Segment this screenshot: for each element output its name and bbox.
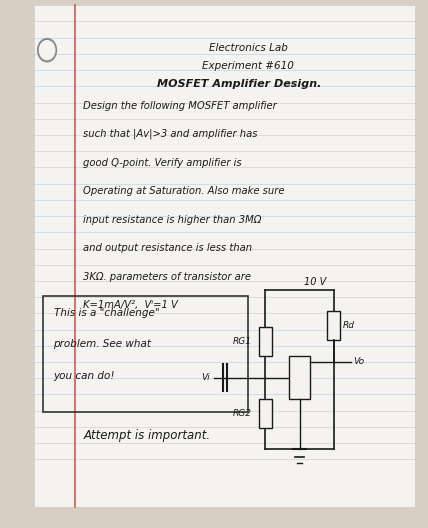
Text: Electronics Lab: Electronics Lab [209,43,288,52]
Text: input resistance is higher than 3MΩ: input resistance is higher than 3MΩ [83,215,262,224]
Bar [43,296,248,412]
Text: Vi: Vi [201,373,210,382]
Text: MOSFET Amplifier Design.: MOSFET Amplifier Design. [158,80,322,89]
Text: Design the following MOSFET amplifier: Design the following MOSFET amplifier [83,101,277,110]
Circle shape [38,39,56,62]
Text: This is a "challenge": This is a "challenge" [54,308,159,317]
Text: Vo: Vo [353,357,364,366]
Bar [289,356,310,399]
Text: RG1: RG1 [232,336,251,346]
Text: good Q-point. Verify amplifier is: good Q-point. Verify amplifier is [83,158,242,167]
Circle shape [39,41,55,60]
Text: 10 V: 10 V [304,278,326,287]
Text: you can do!: you can do! [54,371,115,381]
Bar [259,326,272,356]
Text: Rd: Rd [343,320,355,330]
Text: 3KΩ. parameters of transistor are: 3KΩ. parameters of transistor are [83,272,252,281]
FancyBboxPatch shape [34,5,415,507]
Bar [327,310,340,340]
Text: such that |Av|>3 and amplifier has: such that |Av|>3 and amplifier has [83,129,258,139]
Text: and output resistance is less than: and output resistance is less than [83,243,253,253]
Bar [259,399,272,428]
Text: Operating at Saturation. Also make sure: Operating at Saturation. Also make sure [83,186,285,196]
Text: Attempt is important.: Attempt is important. [83,429,211,442]
Text: K=1mA/V²,  Vⁱ=1 V: K=1mA/V², Vⁱ=1 V [83,300,178,310]
Text: Experiment #610: Experiment #610 [202,61,294,71]
Text: problem. See what: problem. See what [54,340,152,349]
Text: RG2: RG2 [232,409,251,419]
